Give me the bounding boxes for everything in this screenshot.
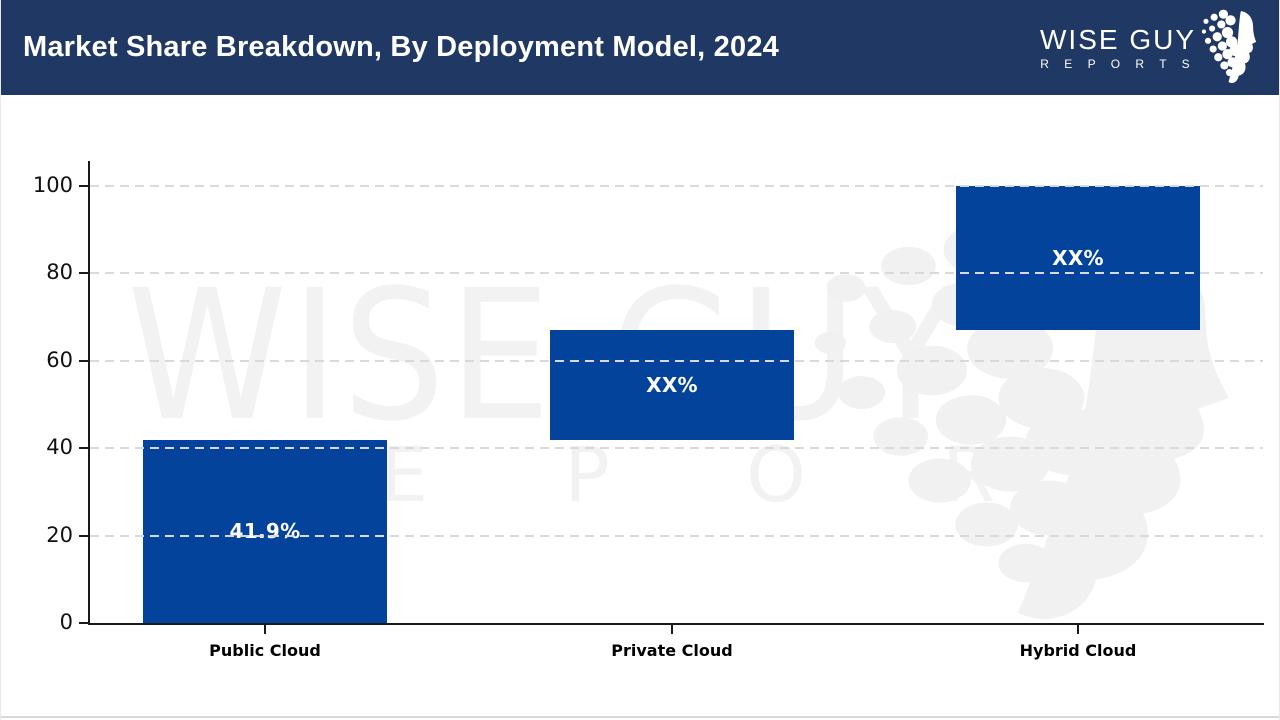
logo-wordmark: WISE GUY: [1039, 23, 1196, 55]
y-tick-20: [79, 534, 88, 537]
gridline-100: [90, 185, 1263, 187]
y-tick-40: [79, 447, 88, 450]
y-tick-label-80: 80: [46, 260, 73, 285]
bar-hybrid-cloud: XX%: [956, 186, 1200, 330]
gridline-80: [90, 272, 1263, 275]
gridline-60: [90, 359, 1263, 362]
bar-value-label: XX%: [1052, 245, 1104, 270]
x-tick-1: [264, 625, 266, 634]
x-axis-line: [88, 623, 1264, 625]
y-axis-line: [88, 161, 90, 625]
logo-subtext: R E P O R T S: [1040, 56, 1196, 71]
y-tick-label-60: 60: [46, 347, 73, 372]
dotted-head-logo-icon: [1201, 9, 1257, 83]
y-tick-label-20: 20: [46, 522, 73, 547]
y-tick-0: [79, 622, 88, 624]
y-tick-80: [79, 272, 88, 275]
brand-logo: WISE GUY R E P O R T S: [1040, 7, 1257, 89]
y-tick-label-40: 40: [46, 435, 73, 460]
chart: WISE GUY R E P O R T S 02040608010041.9%…: [1, 95, 1279, 720]
bar-value-label: 41.9%: [229, 519, 301, 544]
bottom-divider: [1, 716, 1279, 718]
plot-area: 0 20 40 60 80 100 41.9% Public Cloud XX% Private …: [1, 95, 1279, 720]
page-title: Market Share Breakdown, By Deployment Mo…: [23, 31, 779, 63]
gridline-40: [90, 447, 1263, 450]
header-bar: Market Share Breakdown, By Deployment Mo…: [1, 0, 1279, 95]
y-tick-label-100: 100: [32, 173, 73, 197]
x-tick-3: [1077, 625, 1079, 634]
brand-logo-text: WISE GUY R E P O R T S: [1039, 23, 1196, 71]
gridline-20: [90, 534, 1263, 537]
x-tick-label-1: Public Cloud: [209, 641, 321, 660]
x-tick-2: [671, 625, 673, 634]
bar-public-cloud: 41.9%: [143, 439, 387, 623]
x-tick-label-2: Private Cloud: [611, 641, 733, 660]
y-tick-label-0: 0: [59, 610, 73, 634]
y-tick-60: [79, 359, 88, 362]
bar-value-label: XX%: [646, 372, 698, 397]
y-tick-100: [79, 185, 88, 187]
watermark-wordmark: WISE GUY: [127, 252, 964, 461]
x-tick-label-3: Hybrid Cloud: [1019, 641, 1137, 660]
bar-private-cloud: XX%: [550, 329, 794, 440]
